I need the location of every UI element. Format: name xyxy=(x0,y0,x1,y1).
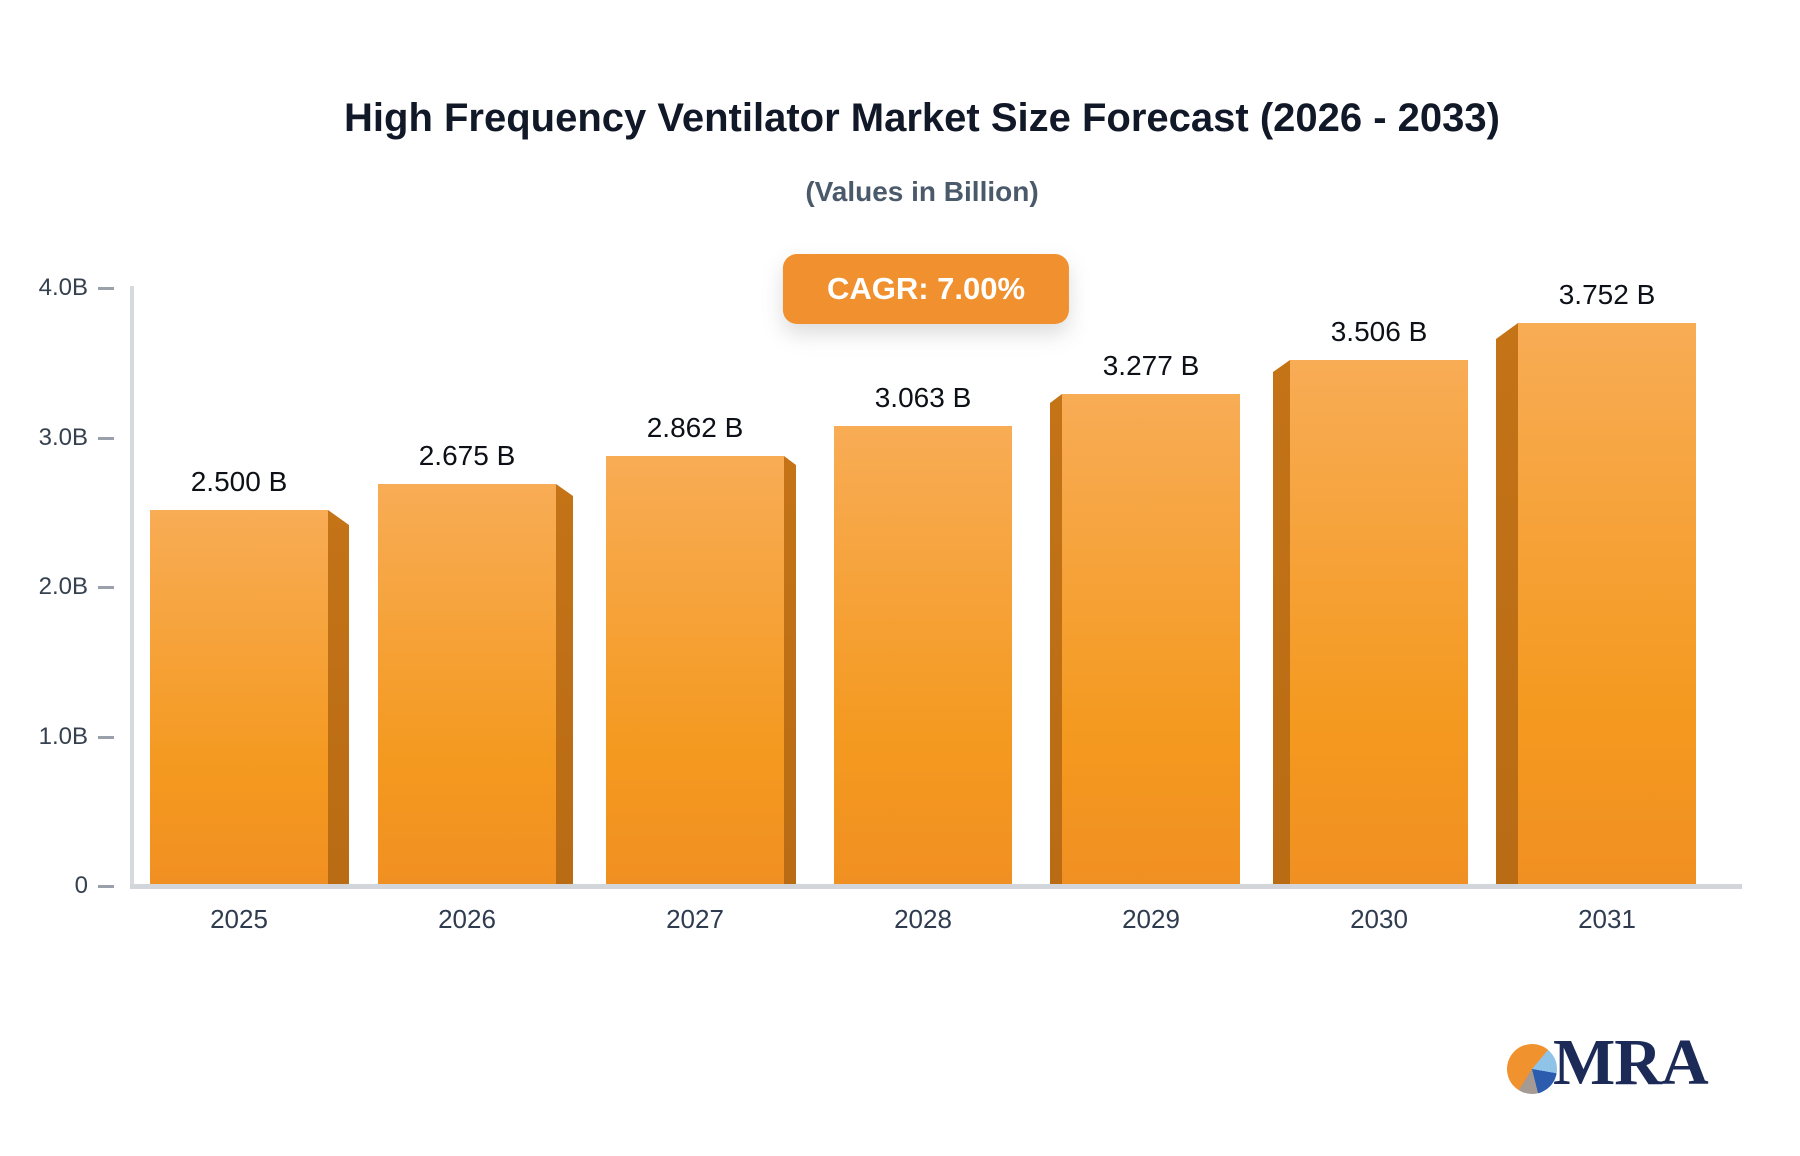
bar-2031 xyxy=(1518,323,1696,884)
bar-2028 xyxy=(834,426,1012,884)
x-axis-category-label: 2025 xyxy=(210,904,268,934)
cagr-badge: CAGR: 7.00% xyxy=(782,254,1070,324)
pie-chart-logo-icon xyxy=(1507,1044,1557,1094)
bar-3d-side xyxy=(556,484,573,884)
bar-value-label: 3.063 B xyxy=(874,382,972,413)
chart-title: High Frequency Ventilator Market Size Fo… xyxy=(344,96,1500,140)
bar-value-label: 3.752 B xyxy=(1558,279,1656,310)
y-axis-tick xyxy=(98,885,114,888)
logo-text: MRA xyxy=(1553,1026,1709,1099)
x-axis-category-label: 2029 xyxy=(1122,904,1180,934)
mra-logo: MRA xyxy=(1505,1026,1735,1112)
bar-2030 xyxy=(1290,360,1468,884)
bar-3d-side xyxy=(1496,323,1518,884)
x-axis-category-label: 2027 xyxy=(666,904,724,934)
x-axis-category-label: 2031 xyxy=(1578,904,1636,934)
bar-value-label: 2.675 B xyxy=(418,440,516,471)
x-axis-category-label: 2028 xyxy=(894,904,952,934)
y-axis-tick-label: 4.0B xyxy=(38,274,88,301)
y-axis-tick-label: 0 xyxy=(74,872,88,899)
bar-value-label: 2.862 B xyxy=(646,412,744,443)
bar-3d-side xyxy=(784,456,796,884)
chart-subtitle: (Values in Billion) xyxy=(805,176,1039,207)
bar-3d-side xyxy=(328,510,349,884)
bar-value-label: 3.506 B xyxy=(1330,316,1428,347)
bar-2026 xyxy=(378,484,556,884)
y-axis-tick-label: 3.0B xyxy=(38,423,88,451)
bar-3d-side xyxy=(1273,360,1290,884)
x-axis-category-label: 2026 xyxy=(438,904,496,934)
y-axis-tick xyxy=(98,287,114,290)
y-axis-tick xyxy=(98,735,114,739)
x-axis-line xyxy=(130,884,1742,889)
bar-2025 xyxy=(150,510,328,884)
y-axis-line xyxy=(130,286,134,886)
y-axis-tick xyxy=(98,436,114,440)
bar-value-label: 2.500 B xyxy=(190,466,288,497)
bar-value-label: 3.277 B xyxy=(1102,350,1200,381)
y-axis-tick xyxy=(98,586,114,589)
bar-3d-side xyxy=(1050,394,1062,884)
y-axis-tick-label: 1.0B xyxy=(38,722,88,750)
bar-2029 xyxy=(1062,394,1240,884)
bar-2027 xyxy=(606,456,784,884)
y-axis-tick-label: 2.0B xyxy=(38,573,88,600)
x-axis-category-label: 2030 xyxy=(1350,904,1408,934)
